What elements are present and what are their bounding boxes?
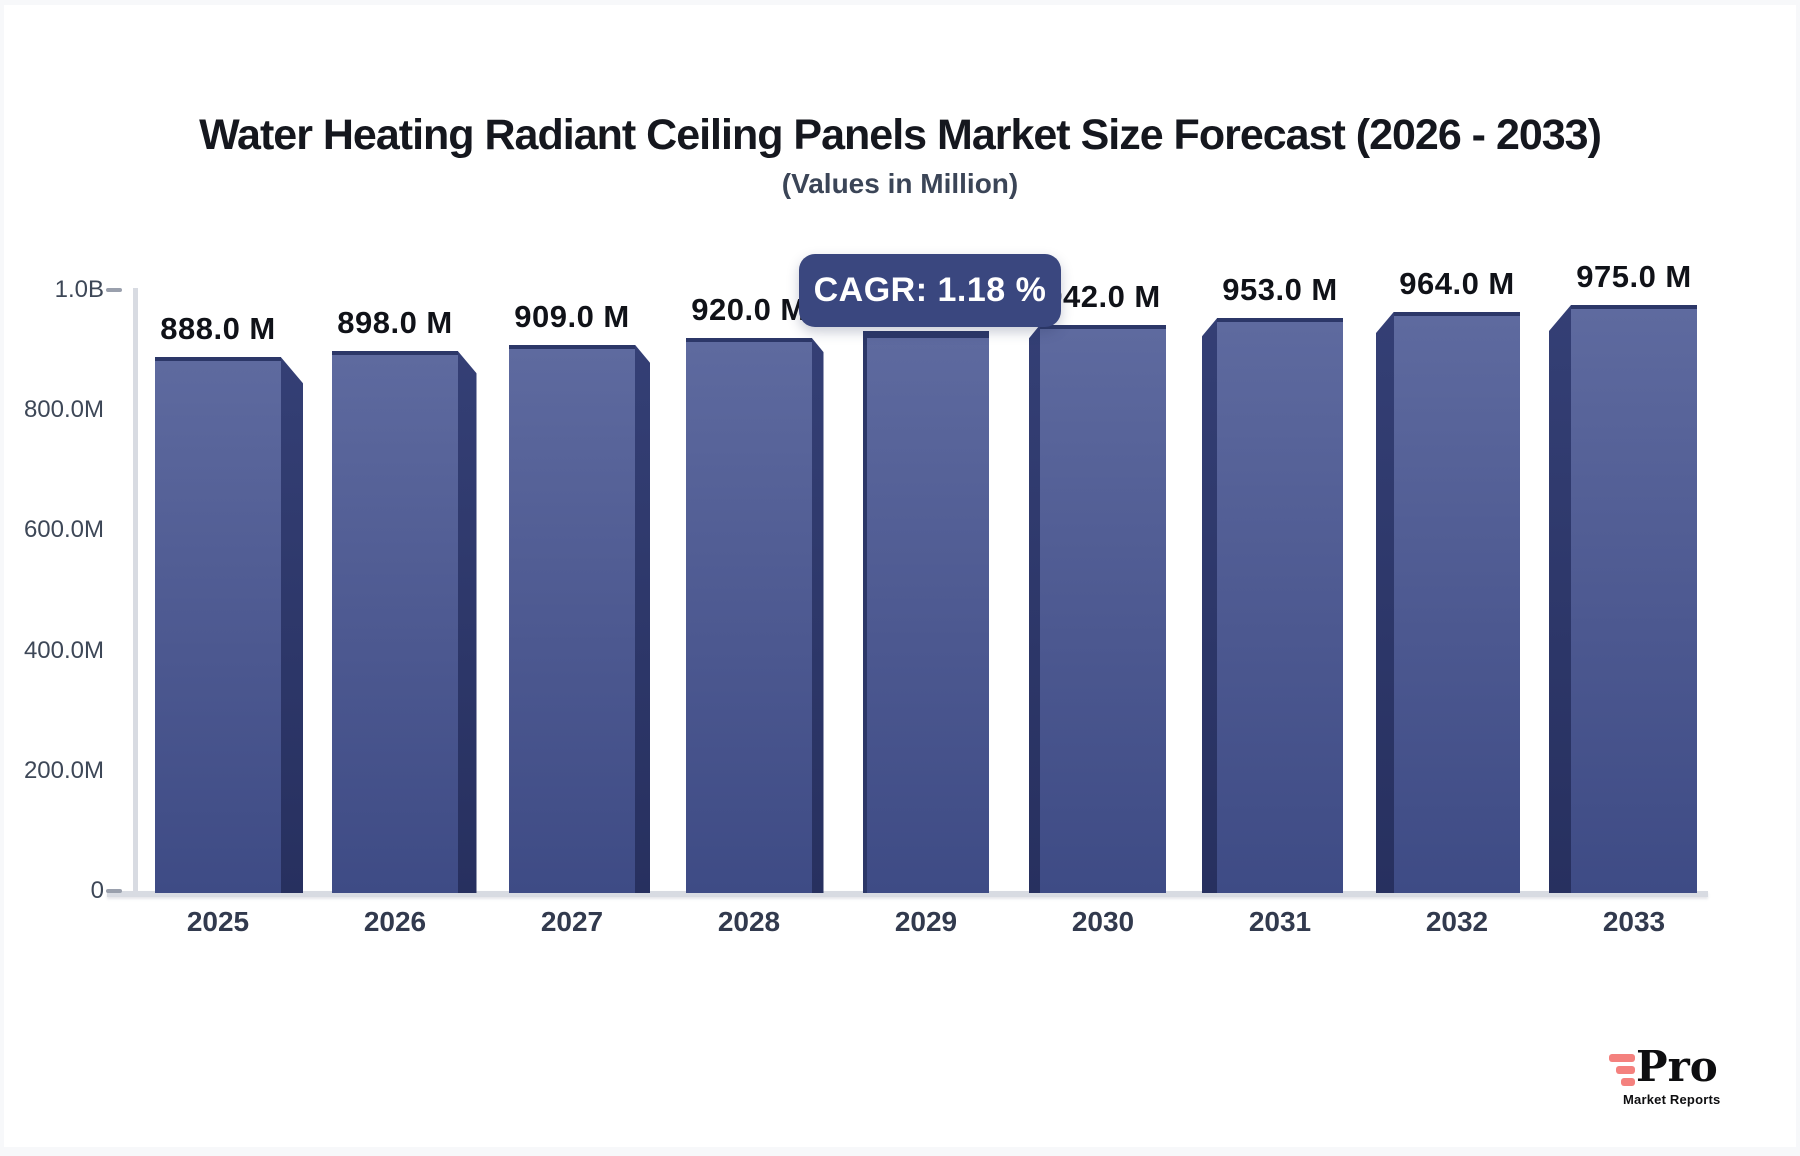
bar-2032[interactable] (1394, 311, 1520, 893)
bar-side-2027 (635, 344, 650, 893)
bar-2026[interactable] (332, 351, 458, 893)
plot-area: 1.0B 800.0M 600.0M 400.0M 200.0M 0 888.0 M 2025… (4, 5, 1796, 1147)
y-axis-label: 200.0M (23, 756, 104, 784)
bar-2029[interactable] (863, 331, 989, 893)
logo-bar-icon (1621, 1078, 1635, 1086)
bar-2033[interactable] (1571, 305, 1697, 893)
x-axis-label-2027: 2027 (540, 906, 604, 937)
logo-name: Pro (1636, 1042, 1718, 1091)
x-axis-label-2028: 2028 (717, 906, 781, 937)
y-axis-label: 0 (90, 877, 104, 904)
bar-side-2025 (281, 357, 303, 893)
y-axis-label: 600.0M (23, 516, 104, 544)
bar-value-label-2025: 888.0 M (160, 311, 276, 347)
bar-side-2026 (458, 351, 477, 893)
bar-side-2032 (1375, 311, 1394, 893)
y-axis-label: 800.0M (23, 396, 104, 424)
logo-bars-icon (1609, 1054, 1635, 1090)
x-axis-label-2029: 2029 (894, 906, 958, 937)
bar-side-2033 (1549, 305, 1571, 893)
bar-side-2031 (1202, 318, 1217, 893)
x-axis-label-2033: 2033 (1602, 906, 1666, 937)
bar-2031[interactable] (1217, 318, 1343, 893)
bar-value-label-2032: 964.0 M (1399, 265, 1515, 301)
bar-value-label-2031: 953.0 M (1222, 272, 1338, 308)
bar-2030[interactable] (1040, 324, 1166, 893)
y-axis-tick (106, 288, 122, 292)
bar-value-label-2030: 942.0 M (1045, 278, 1161, 314)
logo-bar-icon (1616, 1066, 1635, 1074)
bar-value-label-2033: 975.0 M (1576, 259, 1692, 295)
bar-side-2030 (1028, 324, 1040, 893)
chart-card: Water Heating Radiant Ceiling Panels Mar… (4, 5, 1796, 1147)
x-axis-label-2025: 2025 (186, 906, 250, 937)
chart-subtitle: (Values in Million) (781, 168, 1019, 199)
bar-2027[interactable] (509, 344, 635, 893)
x-axis-label-2031: 2031 (1248, 906, 1312, 937)
bar-2028[interactable] (686, 338, 812, 893)
x-axis-label-2030: 2030 (1071, 906, 1135, 937)
bar-side-2028 (812, 338, 824, 893)
bar-value-label-2028: 920.0 M (691, 292, 807, 328)
y-axis-label: 400.0M (23, 636, 104, 664)
logo-tagline: Market Reports (1623, 1092, 1721, 1107)
bar-value-label-2026: 898.0 M (337, 305, 453, 341)
x-axis-label-2026: 2026 (363, 906, 427, 937)
bar-2025[interactable] (155, 357, 281, 893)
y-axis-tick (106, 889, 122, 893)
cagr-badge: CAGR: 1.18 % (799, 254, 1061, 327)
y-axis-line (133, 288, 138, 895)
chart-title: Water Heating Radiant Ceiling Panels Mar… (199, 111, 1602, 159)
logo-bar-icon (1609, 1054, 1635, 1062)
pro-market-reports-logo: Pro Market Reports (1609, 1042, 1729, 1107)
y-axis-label: 1.0B (54, 276, 104, 303)
x-axis-label-2032: 2032 (1425, 906, 1489, 937)
x-axis-line (107, 891, 1708, 897)
bar-value-label-2027: 909.0 M (514, 298, 630, 334)
